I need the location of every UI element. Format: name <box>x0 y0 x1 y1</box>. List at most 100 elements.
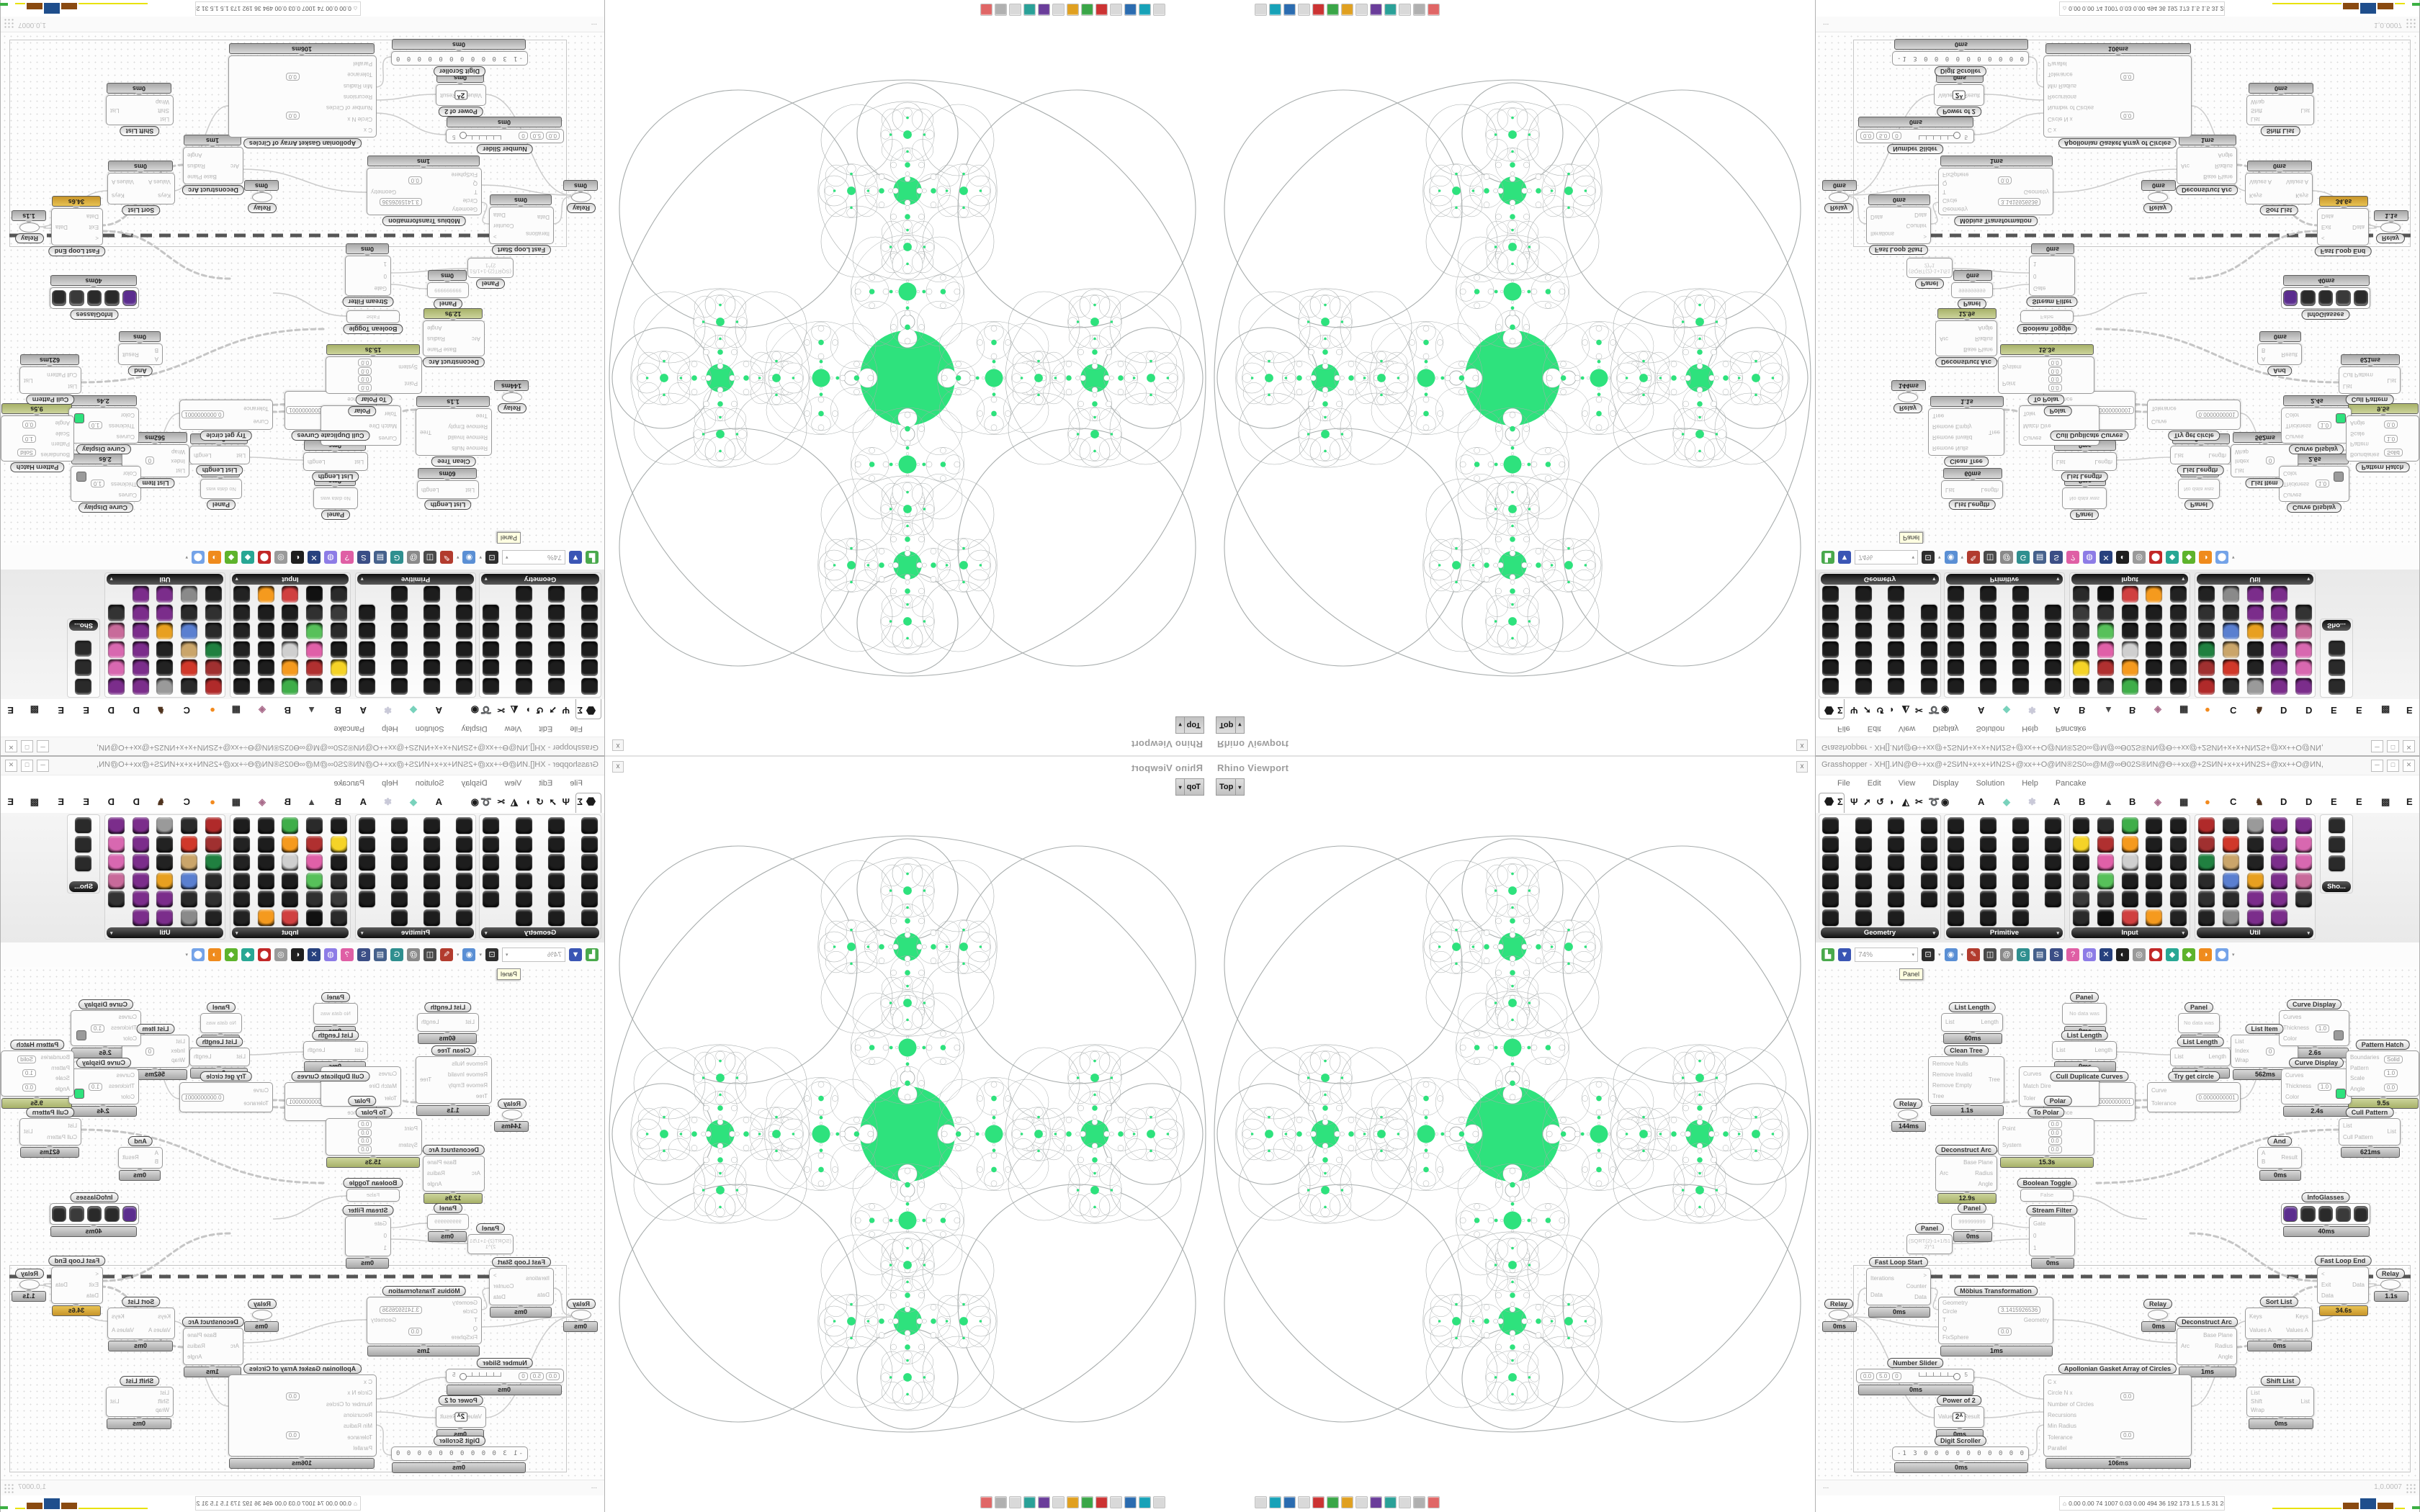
infoglasses-icon[interactable] <box>69 1206 84 1222</box>
preview-eye-icon[interactable]: ◉ <box>1944 948 1958 961</box>
component-icon[interactable] <box>391 872 408 889</box>
component-icon[interactable] <box>2121 835 2138 852</box>
component-icon[interactable] <box>1822 891 1839 908</box>
component-icon[interactable] <box>2012 872 2029 889</box>
gh-node[interactable]: (SQRT(2)-1+1/512)^1 <box>1906 258 1953 278</box>
infoglasses-icon[interactable] <box>2336 1206 2351 1222</box>
component-icon[interactable] <box>108 604 125 621</box>
finder-icon[interactable]: S <box>2050 948 2063 961</box>
node-input[interactable]: Curves <box>118 1014 137 1021</box>
node-input[interactable]: Recursions <box>343 94 372 101</box>
component-icon[interactable] <box>2073 623 2089 640</box>
node-input[interactable]: Parallel <box>353 60 372 67</box>
node-input[interactable]: Min Radius <box>343 1423 372 1430</box>
component-icon[interactable] <box>1980 641 1996 658</box>
node-label[interactable]: List Length <box>2061 472 2108 482</box>
component-icon[interactable] <box>2295 891 2312 908</box>
component-icon[interactable] <box>257 641 274 658</box>
status-icon[interactable] <box>1052 4 1065 16</box>
component-icon[interactable] <box>181 604 198 621</box>
grasshopper-titlebar[interactable]: Grasshopper - XH[].ИN@Ө÷+xx@+2SИN+x+x+ИN… <box>1 737 604 755</box>
panel-text[interactable]: No data was <box>2069 1009 2099 1017</box>
node-label[interactable]: Cull Duplicate Curves <box>2050 431 2129 441</box>
component-icon[interactable] <box>257 586 274 603</box>
component-icon[interactable] <box>2222 678 2239 695</box>
status-icon[interactable] <box>1009 4 1021 16</box>
component-icon[interactable] <box>1855 854 1872 871</box>
component-icon[interactable] <box>581 604 598 621</box>
component-icon[interactable] <box>548 872 565 889</box>
component-icon[interactable] <box>456 660 472 677</box>
node-input[interactable]: Remove Empty <box>448 1081 488 1089</box>
component-icon[interactable] <box>359 641 375 658</box>
node-input[interactable]: A <box>2262 356 2266 362</box>
component-icon[interactable] <box>2295 835 2312 852</box>
node-input[interactable]: Iterations <box>526 1274 550 1282</box>
node-label[interactable]: List Length <box>312 472 359 482</box>
gh-node[interactable]: Value Result 2ᴬ <box>1934 84 1984 106</box>
node-input[interactable]: C x <box>364 1378 372 1385</box>
gh-node[interactable] <box>50 1203 139 1225</box>
gh-node[interactable]: A B Result <box>2257 1147 2302 1169</box>
status-icon[interactable] <box>1052 1496 1065 1508</box>
node-label[interactable]: Digit Scroller <box>433 1436 486 1446</box>
component-icon[interactable] <box>1920 891 1937 908</box>
node-input[interactable]: 0 <box>383 1232 387 1239</box>
node-input[interactable]: Curves <box>116 433 135 440</box>
preview-off-icon[interactable]: ⬤ <box>2149 948 2163 961</box>
node-output[interactable]: Radius <box>1975 1169 1993 1176</box>
gh-node[interactable]: CurveToleranceCircle0.0000000001 <box>179 1082 273 1112</box>
node-label[interactable]: Number Slider <box>1887 144 1943 154</box>
zoom-level-input[interactable]: 74% ▾ <box>1855 948 1918 962</box>
node-input[interactable]: Min Radius <box>2048 1423 2077 1430</box>
zoom-extents-icon[interactable]: ⊡ <box>485 551 498 564</box>
node-label[interactable]: InfoGlasses <box>2301 310 2350 320</box>
gh-node[interactable]: List Length <box>2052 452 2117 471</box>
component-icon[interactable] <box>132 835 149 852</box>
status-icon[interactable] <box>995 4 1007 16</box>
component-icon[interactable] <box>2146 872 2163 889</box>
node-input[interactable]: Value <box>467 1413 482 1420</box>
tab-icon-11[interactable]: ◆ <box>2003 796 2010 807</box>
gh-node[interactable]: Boundaries Pattern Scale Angle Solid 1.0 0.0 <box>2346 415 2419 462</box>
component-icon[interactable] <box>548 678 565 695</box>
node-label[interactable]: Relay <box>2375 1269 2406 1279</box>
node-input[interactable]: List <box>2056 1047 2066 1053</box>
node-label[interactable]: Panel <box>206 1002 236 1012</box>
menu-item-file[interactable]: File <box>1837 778 1850 788</box>
component-icon[interactable] <box>483 660 500 677</box>
component-icon[interactable] <box>2271 872 2288 889</box>
component-icon[interactable] <box>2170 623 2187 640</box>
ribbon-group-label[interactable]: Util ▾ <box>107 574 223 585</box>
tab-icon-19[interactable]: ● <box>210 705 215 716</box>
node-input[interactable]: Gate <box>2033 284 2046 292</box>
component-icon[interactable] <box>2012 854 2029 871</box>
component-icon[interactable] <box>205 891 222 908</box>
node-label[interactable]: Try get circle <box>200 431 252 441</box>
menu-item-pancake[interactable]: Pancake <box>2055 724 2087 734</box>
node-input[interactable]: Data <box>86 212 99 220</box>
component-icon[interactable] <box>1888 909 1905 926</box>
close-icon[interactable]: ✕ <box>2403 760 2415 772</box>
infoglasses-icon[interactable] <box>2300 290 2316 306</box>
value-box[interactable]: 0 <box>145 1047 155 1056</box>
node-input[interactable]: Wrap <box>171 1057 185 1064</box>
node-label[interactable]: Deconstruct Arc <box>2176 185 2238 195</box>
node-label[interactable]: Power of 2 <box>1937 107 1981 117</box>
close-icon[interactable]: ✕ <box>2403 740 2415 752</box>
node-input[interactable]: Curve <box>2151 1087 2167 1094</box>
component-icon[interactable] <box>331 660 347 677</box>
menu-item-help[interactable]: Help <box>382 724 398 734</box>
panel-text[interactable]: 999999999 <box>1958 1218 1986 1225</box>
component-icon[interactable] <box>456 891 472 908</box>
named-view-icon[interactable]: ◫ <box>423 948 436 961</box>
component-icon[interactable] <box>1888 835 1905 852</box>
component-icon[interactable] <box>2012 660 2029 677</box>
node-output[interactable]: Base Plane <box>427 1159 457 1166</box>
component-icon[interactable] <box>306 641 323 658</box>
node-input[interactable]: Data <box>86 1292 99 1300</box>
slider-knob[interactable] <box>460 1373 467 1380</box>
node-output[interactable]: Angle <box>187 1354 202 1361</box>
component-icon[interactable] <box>306 817 323 834</box>
node-input[interactable]: 0 <box>383 273 387 280</box>
